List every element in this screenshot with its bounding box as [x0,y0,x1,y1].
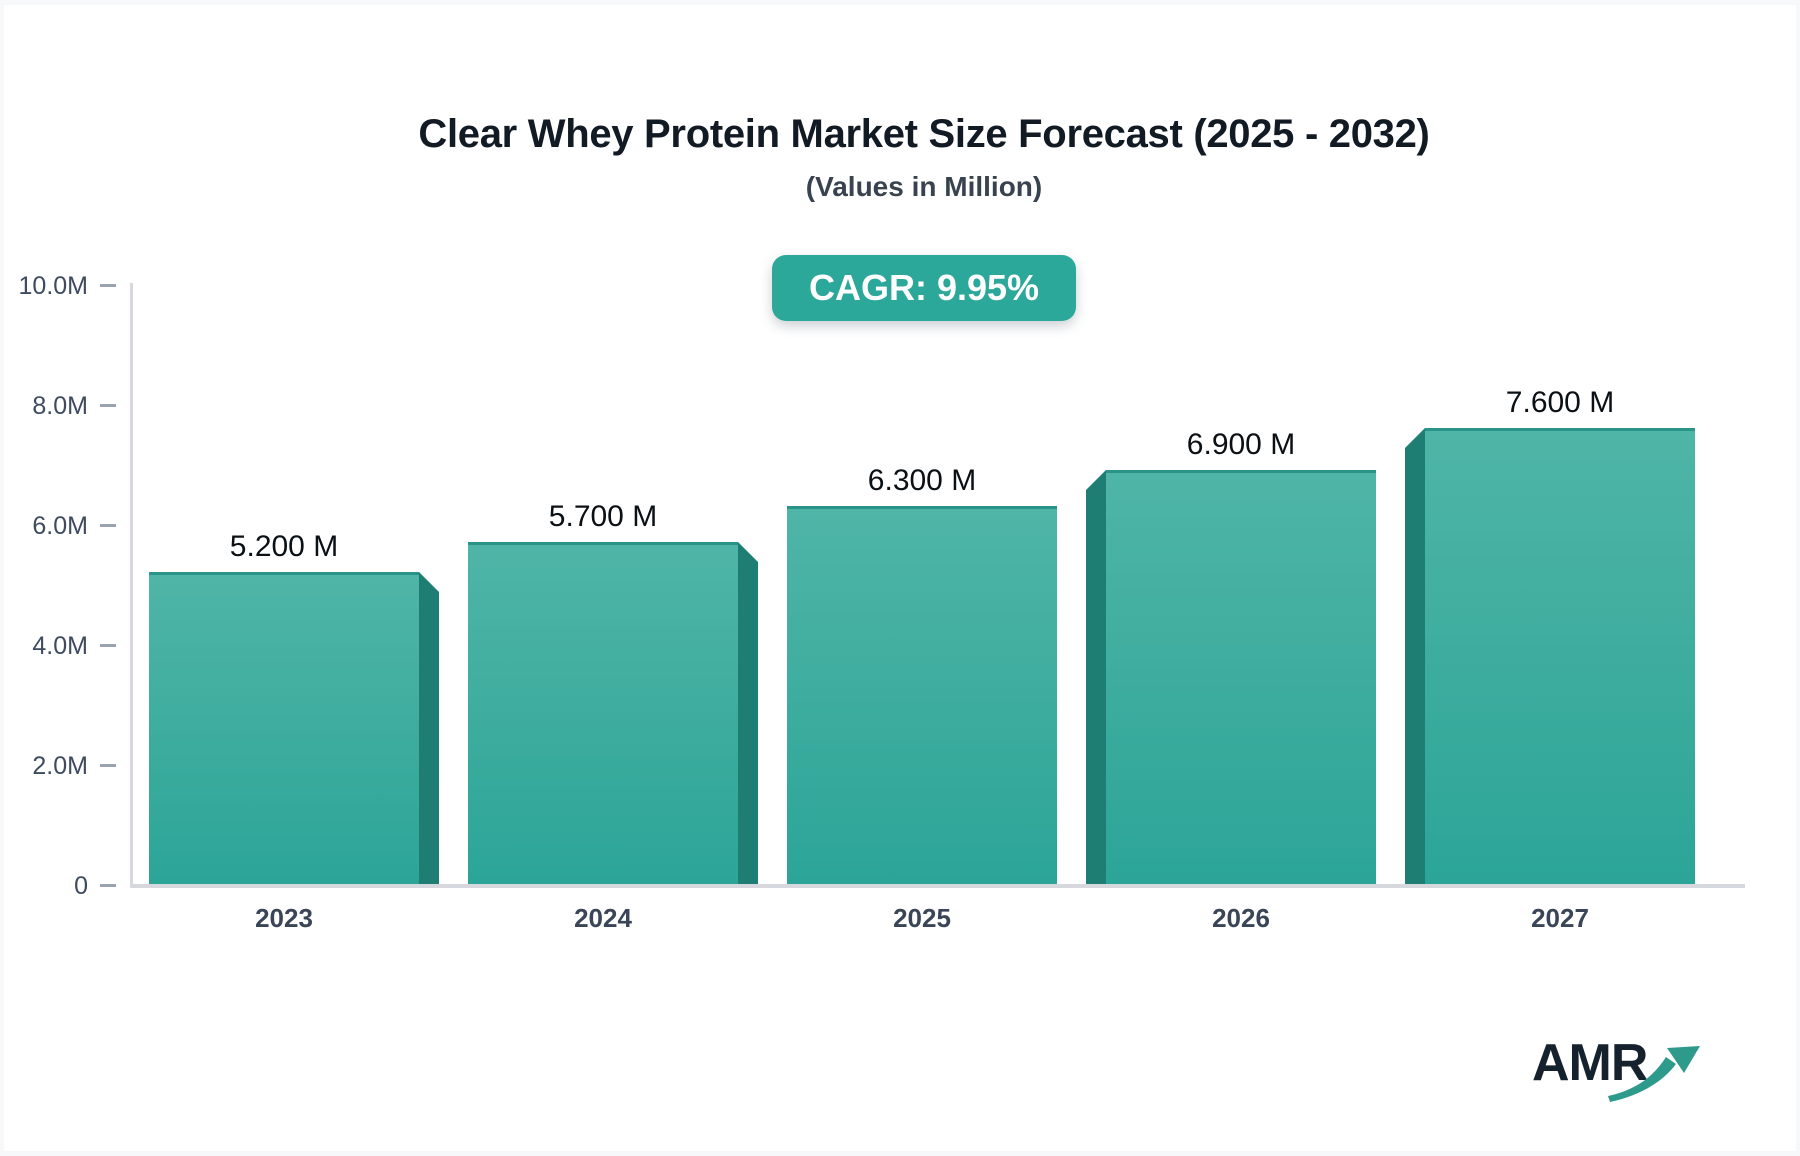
y-tick-label: 0 [74,872,88,900]
y-tick-label: 4.0M [32,632,88,660]
y-tick-mark [100,524,116,527]
x-axis-baseline [130,884,1745,888]
growth-arrow-icon [1608,1046,1700,1102]
bar-face [1106,470,1376,884]
y-tick-label: 6.0M [32,512,88,540]
bar-group-2027 [1405,428,1695,884]
chart-subtitle: (Values in Million) [805,171,1043,202]
y-axis-line [130,283,133,888]
badge-row: CAGR: 9.95% [130,255,1718,321]
bar-side-face [1086,470,1106,884]
bar-group-2024 [468,542,758,884]
amr-logo-text: AMR [1532,1034,1648,1092]
frame-edge-left [0,0,4,1156]
y-tick-label: 10.0M [18,272,88,300]
bar-face [468,542,738,884]
y-tick-mark [100,884,116,887]
bar-group-2026 [1086,470,1376,884]
bar-group-2023 [149,572,439,884]
x-axis-label: 2025 [893,903,951,933]
y-tick-mark [100,284,116,287]
bar-value-label: 5.700 M [548,500,658,533]
y-tick-mark [100,404,116,407]
frame-edge-top [0,0,1800,5]
chart-title: Clear Whey Protein Market Size Forecast … [418,112,1430,156]
x-axis-label: 2026 [1212,903,1270,933]
x-axis-label: 2023 [255,903,313,933]
bar-side-face [419,572,439,884]
frame-edge-right [1796,0,1800,1156]
y-tick-mark [100,764,116,767]
y-tick-label: 8.0M [32,392,88,420]
bar-face [149,572,419,884]
amr-logo: AMR [1520,1030,1730,1126]
subtitle-row: (Values in Million) [130,169,1718,205]
frame-edge-bottom [0,1151,1800,1156]
bar-side-face [738,542,758,884]
bar-face [1425,428,1695,884]
bar-value-label: 5.200 M [229,530,339,563]
bar-value-label: 6.900 M [1186,428,1296,461]
bar-value-label: 7.600 M [1505,386,1615,419]
bar-value-label: 6.300 M [867,464,977,497]
x-axis-label: 2027 [1531,903,1589,933]
x-axis-label: 2024 [574,903,632,933]
y-tick-mark [100,644,116,647]
bar-face [787,506,1057,884]
title-row: Clear Whey Protein Market Size Forecast … [130,110,1718,158]
y-tick-label: 2.0M [32,752,88,780]
bar-group-2025 [787,506,1057,884]
bar-side-face [1405,428,1425,884]
cagr-badge: CAGR: 9.95% [771,255,1077,321]
